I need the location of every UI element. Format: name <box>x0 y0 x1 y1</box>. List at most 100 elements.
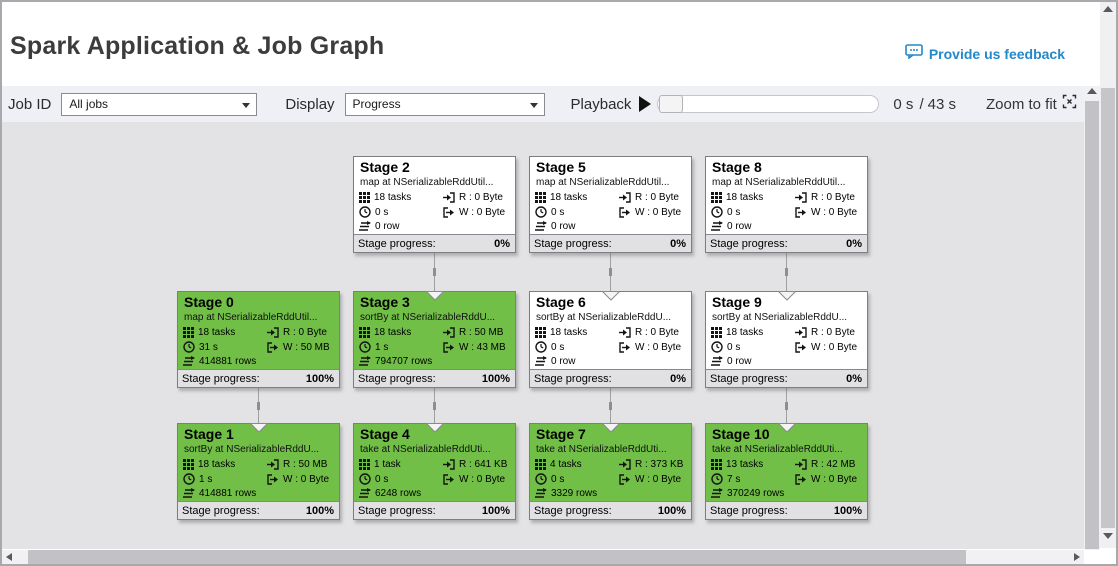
stage-progress-value: 100% <box>305 372 334 385</box>
read-input-icon <box>619 192 631 203</box>
stage-name: Stage 0 <box>184 294 234 310</box>
stage-node-5[interactable]: Stage 5 map at NSerializableRddUtil... 1… <box>529 156 692 253</box>
tasks-grid-icon <box>711 192 722 203</box>
stage-stats: 18 tasks R : 0 Byte 0 s <box>530 324 691 369</box>
stage-time: 0 s <box>359 206 443 218</box>
stage-node-9[interactable]: Stage 9 sortBy at NSerializableRddU... 1… <box>705 291 868 388</box>
stage-tasks: 18 tasks <box>359 192 443 203</box>
write-output-icon <box>267 473 278 485</box>
play-button[interactable] <box>639 96 652 112</box>
stage-write: W : 0 Byte <box>619 341 687 353</box>
stage-read: R : 50 MB <box>443 327 511 338</box>
edge-midpoint-handle <box>785 401 788 410</box>
feedback-link[interactable]: Provide us feedback <box>905 44 1065 64</box>
stage-name: Stage 8 <box>712 159 762 175</box>
stage-progress-label: Stage progress: <box>182 372 260 385</box>
read-input-icon <box>619 459 631 470</box>
stage-write: W : 0 Byte <box>795 206 863 218</box>
stage-name: Stage 4 <box>360 426 410 442</box>
zoom-to-fit-label: Zoom to fit <box>985 95 1057 113</box>
read-input-icon <box>795 192 807 203</box>
graph-vertical-scrollbar[interactable] <box>1084 86 1100 550</box>
stage-progress-bar: Stage progress: 100% <box>354 501 515 519</box>
stage-time: 0 s <box>535 473 619 485</box>
scroll-right-arrow-icon[interactable] <box>1074 553 1080 561</box>
rows-icon <box>535 356 547 366</box>
clock-icon <box>711 473 723 485</box>
tasks-grid-icon <box>359 327 370 338</box>
playback-slider-thumb[interactable] <box>659 95 684 113</box>
stage-name: Stage 2 <box>360 159 410 175</box>
stage-rows: 0 row <box>711 221 863 232</box>
stage-progress-value: 0% <box>494 237 510 250</box>
graph-horizontal-scrollbar[interactable] <box>2 550 1084 564</box>
scroll-left-arrow-icon[interactable] <box>6 553 12 561</box>
stage-time: 0 s <box>535 341 619 353</box>
stage-read: R : 50 MB <box>267 459 335 470</box>
page-vscroll-thumb[interactable] <box>1101 88 1115 528</box>
edge-midpoint-handle <box>609 401 612 410</box>
stage-tasks: 18 tasks <box>711 192 795 203</box>
stage-stats: 18 tasks R : 50 MB 1 s <box>178 456 339 501</box>
edge-arrowhead-icon <box>601 423 620 433</box>
stage-read: R : 0 Byte <box>267 327 335 338</box>
stage-stats: 13 tasks R : 42 MB 7 s <box>706 456 867 501</box>
stage-read: R : 42 MB <box>795 459 863 470</box>
stage-read: R : 0 Byte <box>795 192 863 203</box>
stage-stats: 18 tasks R : 0 Byte 0 s <box>354 189 515 234</box>
edge-midpoint-handle <box>433 401 436 410</box>
job-id-select[interactable]: All jobs <box>61 92 258 116</box>
stage-progress-value: 100% <box>481 372 510 385</box>
display-selected-value: Progress <box>352 97 401 111</box>
stage-description: map at NSerializableRddUtil... <box>712 177 846 188</box>
stage-progress-value: 0% <box>670 372 686 385</box>
display-select[interactable]: Progress <box>344 92 545 116</box>
stage-tasks: 18 tasks <box>359 327 443 338</box>
stage-time: 0 s <box>711 341 795 353</box>
stage-node-6[interactable]: Stage 6 sortBy at NSerializableRddU... 1… <box>529 291 692 388</box>
stage-time: 0 s <box>711 206 795 218</box>
scroll-down-arrow-icon[interactable] <box>1103 533 1113 539</box>
tasks-grid-icon <box>535 192 546 203</box>
graph-hscroll-thumb[interactable] <box>28 550 966 564</box>
chevron-down-icon <box>242 102 251 108</box>
read-input-icon <box>267 327 279 338</box>
stage-progress-label: Stage progress: <box>534 372 612 385</box>
stage-node-3[interactable]: Stage 3 sortBy at NSerializableRddU... 1… <box>353 291 516 388</box>
clock-icon <box>711 206 723 218</box>
stage-node-10[interactable]: Stage 10 take at NSerializableRddUti... … <box>705 423 868 520</box>
edge-arrowhead-icon <box>425 291 444 301</box>
stage-node-4[interactable]: Stage 4 take at NSerializableRddUti... 1… <box>353 423 516 520</box>
stage-rows: 414881 rows <box>183 356 335 367</box>
stage-time: 0 s <box>359 473 443 485</box>
graph-vscroll-thumb[interactable] <box>1085 101 1099 549</box>
stage-node-0[interactable]: Stage 0 map at NSerializableRddUtil... 1… <box>177 291 340 388</box>
zoom-to-fit-button[interactable]: Zoom to fit <box>986 94 1077 114</box>
stage-node-1[interactable]: Stage 1 sortBy at NSerializableRddU... 1… <box>177 423 340 520</box>
edge-midpoint-handle <box>433 268 436 276</box>
stage-progress-value: 100% <box>481 504 510 517</box>
edge-arrowhead-icon <box>777 291 796 301</box>
stage-progress-value: 100% <box>305 504 334 517</box>
scroll-up-arrow-icon[interactable] <box>1087 88 1097 94</box>
stage-time: 1 s <box>359 341 443 353</box>
playback-slider-track[interactable] <box>657 95 880 113</box>
stage-node-8[interactable]: Stage 8 map at NSerializableRddUtil... 1… <box>705 156 868 253</box>
page-vertical-scrollbar[interactable] <box>1100 2 1116 548</box>
stage-name: Stage 9 <box>712 294 762 310</box>
stage-tasks: 18 tasks <box>183 327 267 338</box>
stage-node-7[interactable]: Stage 7 take at NSerializableRddUti... 4… <box>529 423 692 520</box>
stage-tasks: 18 tasks <box>535 192 619 203</box>
scroll-up-arrow-icon[interactable] <box>1103 6 1113 12</box>
stage-progress-bar: Stage progress: 100% <box>530 501 691 519</box>
stage-read: R : 0 Byte <box>619 327 687 338</box>
header: Spark Application & Job Graph Provide us… <box>2 2 1099 86</box>
edge-arrowhead-icon <box>601 291 620 301</box>
edge-midpoint-handle <box>785 268 788 276</box>
stage-description: map at NSerializableRddUtil... <box>536 177 670 188</box>
stage-time: 7 s <box>711 473 795 485</box>
stage-write: W : 43 MB <box>443 341 511 353</box>
stage-description: sortBy at NSerializableRddU... <box>184 444 320 455</box>
rows-icon <box>359 356 371 366</box>
stage-node-2[interactable]: Stage 2 map at NSerializableRddUtil... 1… <box>353 156 516 253</box>
